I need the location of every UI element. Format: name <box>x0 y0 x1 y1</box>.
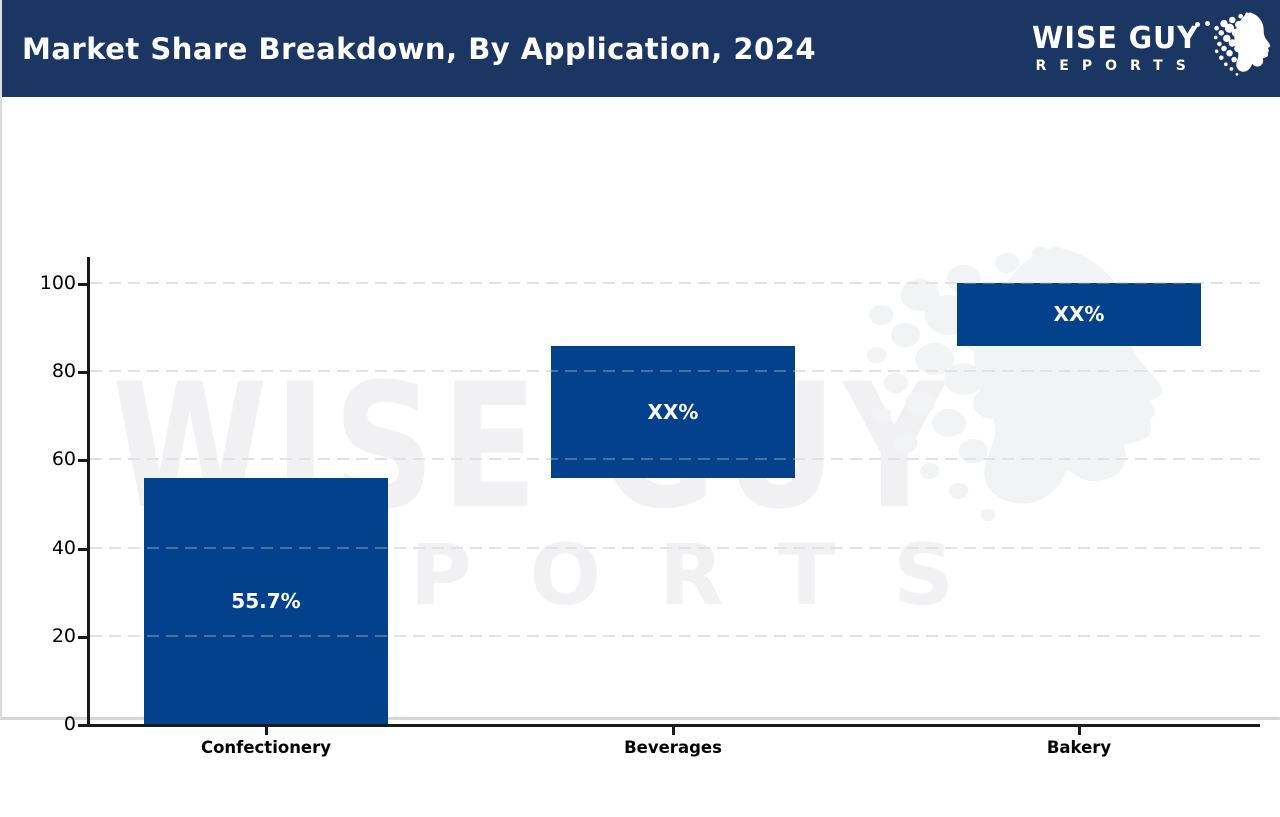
bar-value-label-bakery: XX% <box>1053 302 1105 327</box>
x-category-label-bakery: Bakery <box>1046 738 1112 757</box>
x-category-label-confectionery: Confectionery <box>200 738 332 757</box>
gridline-overlay-20 <box>90 634 1260 637</box>
y-tick-0 <box>78 724 87 727</box>
y-tick-80 <box>78 371 87 375</box>
header-bar: Market Share Breakdown, By Application, … <box>2 0 1280 97</box>
gridline-40 <box>90 546 1260 549</box>
bar-value-label-beverages: XX% <box>647 399 699 424</box>
y-umlaut-dots-icon <box>1195 22 1200 27</box>
gridline-100 <box>90 282 1260 284</box>
y-tick-label-60: 60 <box>51 448 76 471</box>
y-axis-line <box>87 257 90 727</box>
screenshot-frame: WISE GUY REPORTS 55.7% XX% XX% 0 20 40 60 80 100… <box>0 0 1280 757</box>
y-tick-20 <box>78 635 87 639</box>
plot-canvas: 55.7% XX% XX% 0 20 40 60 80 100 Confectionery Beve… <box>2 97 1280 817</box>
x-tick-confectionery <box>265 727 268 735</box>
logo-wiseguy-label: WISE GUY <box>1032 21 1200 56</box>
x-tick-bakery <box>1078 727 1081 735</box>
bar-beverages: XX% <box>551 345 795 479</box>
y-tick-40 <box>78 547 87 551</box>
chart-area: WISE GUY REPORTS 55.7% XX% XX% 0 20 40 60 80 100… <box>2 97 1280 757</box>
y-tick-label-0: 0 <box>63 713 76 735</box>
logo-text: WISE GUY REPORTS <box>1032 21 1208 74</box>
gridline-20 <box>90 634 1260 637</box>
gridline-overlay-60 <box>90 458 1260 461</box>
y-tick-100 <box>78 283 87 286</box>
x-category-label-beverages: Beverages <box>624 738 722 757</box>
page-title: Market Share Breakdown, By Application, … <box>22 31 817 66</box>
gridline-overlay-40 <box>90 546 1260 549</box>
gridline-overlay-100 <box>90 282 1260 284</box>
bar-confectionery: 55.7% <box>144 478 388 724</box>
y-tick-60 <box>78 459 87 463</box>
bar-value-label-confectionery: 55.7% <box>231 589 301 614</box>
y-tick-label-40: 40 <box>51 536 76 559</box>
logo-dotted-head-icon <box>1212 8 1272 90</box>
wise-guy-reports-logo: WISE GUY REPORTS <box>1032 0 1272 97</box>
gridline-overlay-80 <box>90 370 1260 373</box>
y-tick-label-100: 100 <box>39 272 76 294</box>
logo-reports-label: REPORTS <box>1035 58 1199 74</box>
bar-bakery: XX% <box>957 283 1201 346</box>
x-tick-beverages <box>672 727 675 735</box>
y-tick-label-20: 20 <box>51 624 76 647</box>
y-tick-label-80: 80 <box>51 360 76 383</box>
